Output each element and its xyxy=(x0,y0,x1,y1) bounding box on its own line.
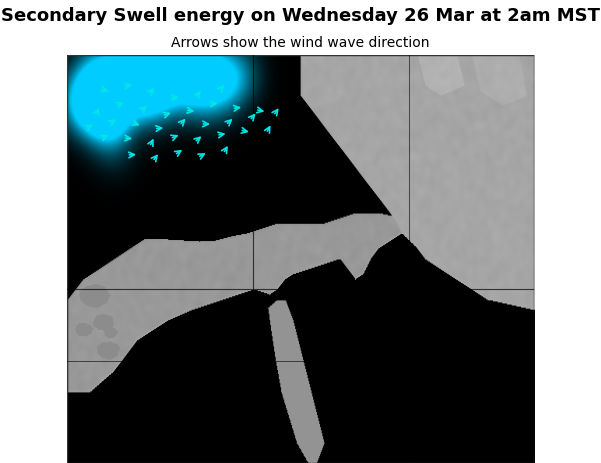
Text: Secondary Swell energy on Wednesday 26 Mar at 2am MST: Secondary Swell energy on Wednesday 26 M… xyxy=(1,6,600,25)
Text: Arrows show the wind wave direction: Arrows show the wind wave direction xyxy=(171,37,430,50)
